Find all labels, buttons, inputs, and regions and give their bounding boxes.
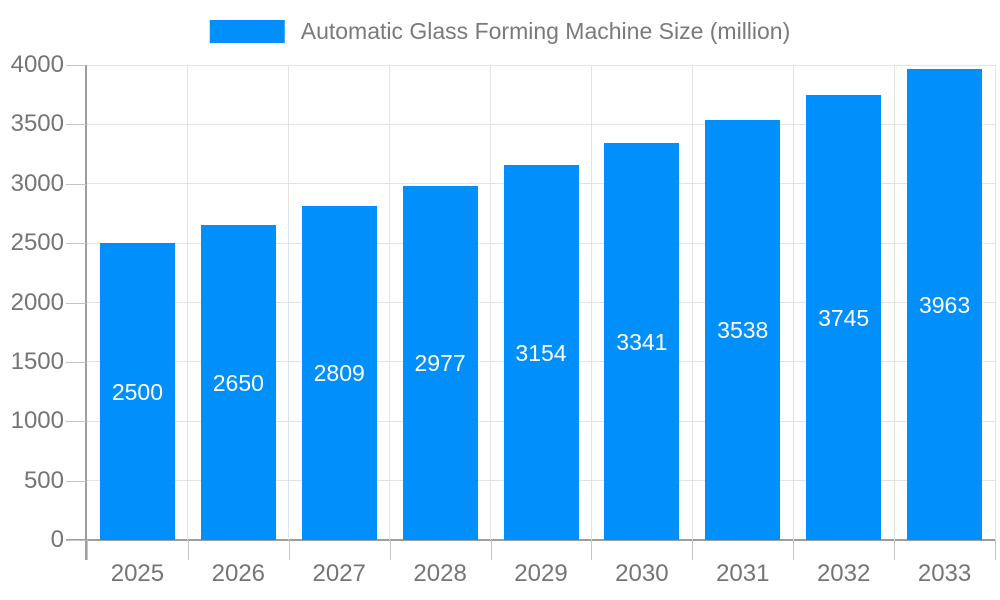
x-axis-tick-label: 2030 (615, 560, 669, 587)
x-axis-tick (187, 540, 189, 560)
gridline-vertical (792, 65, 794, 540)
x-axis-tick-label: 2031 (716, 560, 770, 587)
bar[interactable]: 3341 (604, 143, 680, 540)
bar-value-label: 2500 (111, 378, 164, 405)
plot-area: 2500 2650 2809 2977 3154 3341 3538 3745 3963 (87, 64, 996, 540)
y-axis-tick (66, 124, 86, 126)
x-axis-tick (793, 540, 795, 560)
bar-value-label: 2809 (313, 360, 365, 387)
bar[interactable]: 3154 (503, 165, 579, 540)
y-axis-line (85, 65, 87, 560)
y-axis-tick (66, 540, 86, 541)
bar-value-label: 2977 (414, 350, 466, 377)
gridline-vertical (590, 65, 592, 540)
gridline-vertical (389, 65, 391, 540)
bar[interactable]: 2809 (301, 206, 377, 540)
bar[interactable]: 2977 (402, 186, 478, 540)
bar-value-label: 3745 (818, 304, 870, 331)
legend-swatch-icon (209, 20, 285, 43)
y-axis-tick (66, 65, 86, 66)
gridline-vertical (994, 65, 996, 540)
y-axis-tick-label: 3500 (10, 110, 64, 138)
bar[interactable]: 3963 (907, 69, 983, 540)
gridline-vertical (187, 65, 189, 540)
legend[interactable]: Automatic Glass Forming Machine Size (mi… (209, 18, 791, 45)
x-axis-tick (288, 540, 290, 560)
y-axis-tick-label: 4000 (10, 51, 64, 78)
x-axis-tick-label: 2033 (917, 560, 972, 587)
y-axis-tick-label: 1500 (10, 347, 64, 375)
x-axis-tick (692, 540, 694, 560)
y-axis-tick (66, 480, 86, 482)
gridline-vertical (288, 65, 290, 540)
x-axis-tick (995, 540, 996, 560)
x-axis-tick-label: 2025 (110, 560, 165, 587)
bar[interactable]: 2650 (200, 225, 276, 540)
y-axis-tick (66, 302, 86, 304)
x-axis-tick-label: 2026 (211, 560, 266, 587)
gridline-horizontal (87, 123, 995, 125)
x-axis-tick (490, 540, 492, 560)
bar-value-label: 2650 (212, 369, 264, 396)
gridline-vertical (691, 65, 693, 540)
bar-value-label: 3963 (918, 291, 971, 318)
x-axis-tick-label: 2032 (816, 560, 871, 587)
x-axis-tick (894, 540, 896, 560)
bar-value-label: 3154 (515, 339, 567, 366)
legend-label: Automatic Glass Forming Machine Size (mi… (300, 18, 791, 44)
y-axis-tick (66, 421, 86, 423)
bar-value-label: 3341 (616, 328, 668, 355)
y-axis-tick (66, 361, 86, 363)
bar[interactable]: 3538 (705, 119, 781, 540)
bar[interactable]: 2500 (99, 243, 175, 540)
x-axis-line (66, 539, 995, 541)
gridline-horizontal (87, 64, 995, 66)
x-axis-tick-label: 2028 (413, 560, 467, 587)
x-axis-tick-label: 2027 (312, 560, 366, 587)
bar[interactable]: 3745 (806, 95, 882, 540)
y-axis-tick-label: 500 (23, 466, 64, 494)
y-axis-tick (66, 243, 86, 245)
x-axis-tick (389, 540, 391, 560)
y-axis-tick-label: 3000 (10, 169, 64, 197)
y-axis-tick (66, 183, 86, 185)
gridline-vertical (893, 65, 895, 540)
y-axis-tick-label: 2500 (10, 229, 64, 257)
x-axis-tick (591, 540, 593, 560)
x-axis-tick-label: 2029 (514, 560, 568, 587)
x-axis-tick (87, 540, 88, 560)
y-axis-tick-label: 2000 (10, 288, 64, 316)
gridline-vertical (490, 65, 492, 540)
bar-value-label: 3538 (717, 316, 769, 343)
y-axis-tick-label: 1000 (10, 407, 64, 435)
y-axis-tick-label: 0 (50, 526, 64, 553)
